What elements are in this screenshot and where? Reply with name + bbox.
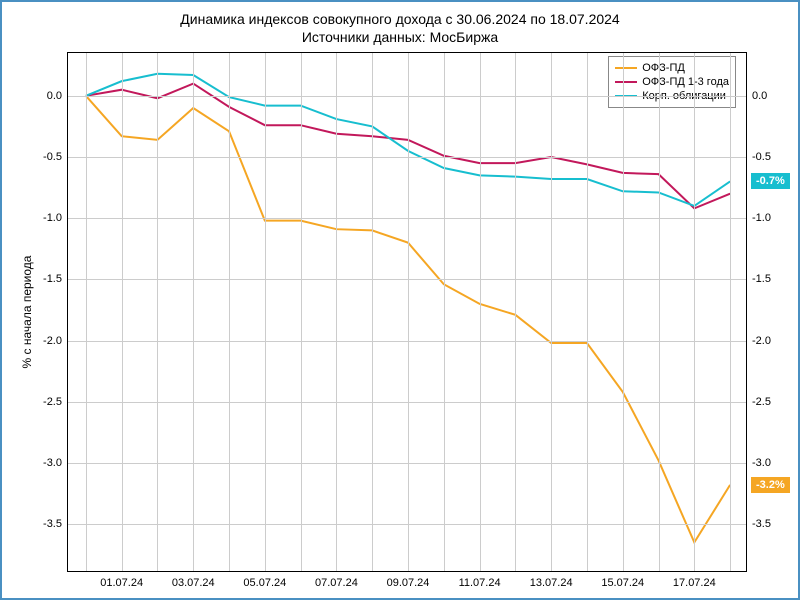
xtick: 17.07.24 [673, 571, 716, 589]
gridline-horizontal [68, 157, 746, 158]
gridline-vertical [694, 53, 695, 571]
xtick: 01.07.24 [100, 571, 143, 589]
gridline-vertical [551, 53, 552, 571]
plot-area: ОФЗ-ПДОФЗ-ПД 1-3 годаКорп. облигации 0.0… [67, 52, 747, 572]
ytick-left: -1.0 [43, 212, 68, 224]
gridline-vertical [372, 53, 373, 571]
y-axis-label: % с начала периода [20, 256, 34, 369]
gridline-vertical [587, 53, 588, 571]
ytick-right: -2.5 [746, 396, 771, 408]
ytick-right: -3.5 [746, 518, 771, 530]
title-line-1: Динамика индексов совокупного дохода с 3… [2, 10, 798, 28]
ytick-right: -1.5 [746, 273, 771, 285]
gridline-horizontal [68, 218, 746, 219]
ytick-left: -2.5 [43, 396, 68, 408]
gridline-vertical [301, 53, 302, 571]
legend: ОФЗ-ПДОФЗ-ПД 1-3 годаКорп. облигации [608, 56, 736, 108]
gridline-horizontal [68, 96, 746, 97]
gridline-vertical [336, 53, 337, 571]
ytick-right: -3.0 [746, 457, 771, 469]
gridline-horizontal [68, 524, 746, 525]
gridline-vertical [480, 53, 481, 571]
xtick: 07.07.24 [315, 571, 358, 589]
legend-label: ОФЗ-ПД [642, 62, 685, 74]
ytick-left: 0.0 [47, 90, 68, 102]
ytick-right: 0.0 [746, 90, 767, 102]
xtick: 15.07.24 [601, 571, 644, 589]
gridline-vertical [229, 53, 230, 571]
xtick: 11.07.24 [459, 571, 501, 589]
chart-container: Динамика индексов совокупного дохода с 3… [0, 0, 800, 600]
gridline-vertical [86, 53, 87, 571]
gridline-horizontal [68, 463, 746, 464]
gridline-vertical [408, 53, 409, 571]
ytick-left: -2.0 [43, 335, 68, 347]
gridline-vertical [265, 53, 266, 571]
ytick-left: -1.5 [43, 273, 68, 285]
legend-swatch [615, 67, 637, 69]
xtick: 09.07.24 [387, 571, 430, 589]
series-end-label: -0.7% [751, 173, 790, 189]
gridline-vertical [193, 53, 194, 571]
gridline-vertical [122, 53, 123, 571]
ytick-left: -3.0 [43, 457, 68, 469]
gridline-vertical [157, 53, 158, 571]
gridline-horizontal [68, 402, 746, 403]
gridline-vertical [444, 53, 445, 571]
gridline-vertical [730, 53, 731, 571]
ytick-left: -0.5 [43, 151, 68, 163]
gridline-horizontal [68, 341, 746, 342]
ytick-right: -0.5 [746, 151, 771, 163]
chart-title: Динамика индексов совокупного дохода с 3… [2, 2, 798, 46]
gridline-vertical [515, 53, 516, 571]
ytick-right: -2.0 [746, 335, 771, 347]
xtick: 05.07.24 [243, 571, 286, 589]
series-end-label: -3.2% [751, 477, 790, 493]
xtick: 13.07.24 [530, 571, 573, 589]
ytick-right: -1.0 [746, 212, 771, 224]
title-line-2: Источники данных: МосБиржа [2, 28, 798, 46]
gridline-vertical [623, 53, 624, 571]
gridline-horizontal [68, 279, 746, 280]
legend-item: ОФЗ-ПД [615, 61, 729, 75]
legend-item: ОФЗ-ПД 1-3 года [615, 75, 729, 89]
xtick: 03.07.24 [172, 571, 215, 589]
legend-swatch [615, 81, 637, 83]
ytick-left: -3.5 [43, 518, 68, 530]
gridline-vertical [659, 53, 660, 571]
legend-label: ОФЗ-ПД 1-3 года [642, 76, 729, 88]
